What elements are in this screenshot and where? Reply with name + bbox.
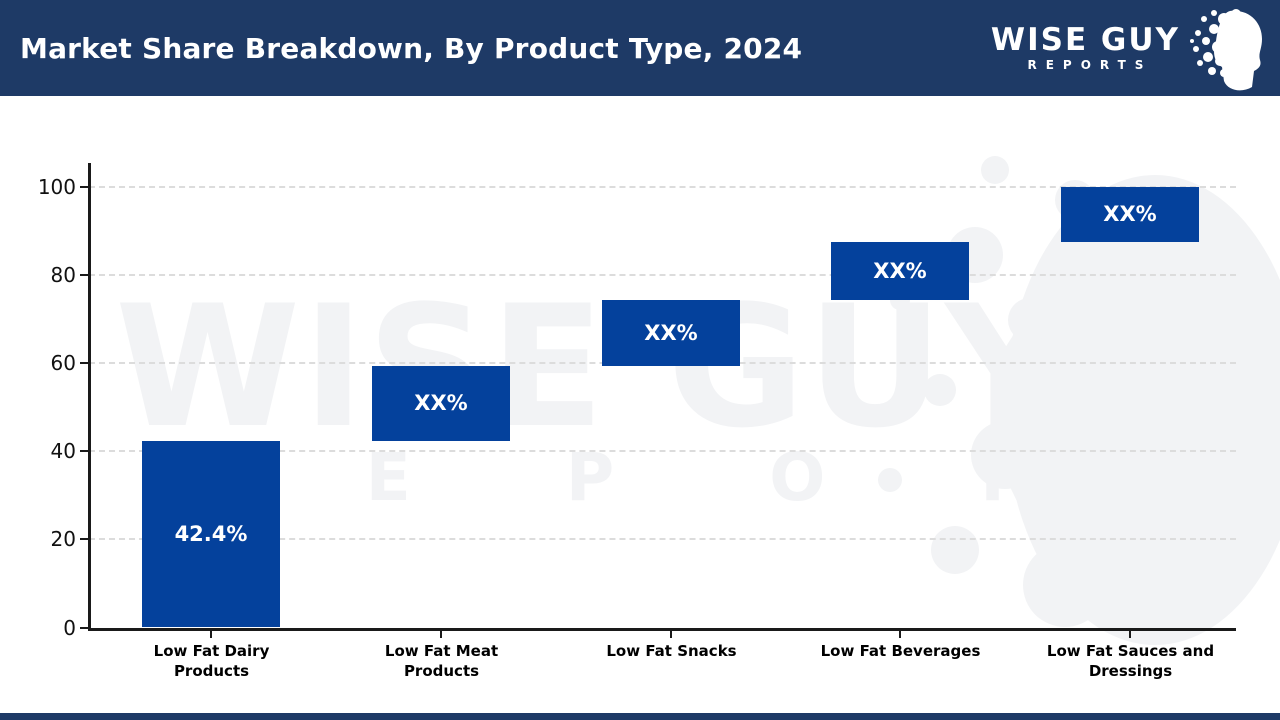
y-tick-label-100: 100: [37, 175, 76, 199]
x-tick-5: [1129, 630, 1131, 638]
bar-5: XX%: [1061, 187, 1199, 242]
bar-value-label-1: 42.4%: [174, 522, 248, 547]
wise-guy-logo: WISE GUY REPORTS: [991, 5, 1280, 91]
bar-2: XX%: [372, 365, 510, 441]
header-bar: Market Share Breakdown, By Product Type,…: [0, 0, 1280, 96]
gridline-20: [89, 538, 1236, 541]
y-tick-label-40: 40: [50, 439, 76, 464]
page-title: Market Share Breakdown, By Product Type,…: [20, 31, 803, 65]
x-tick-3: [670, 630, 672, 638]
x-category-label-4: Low Fat Beverages: [820, 642, 981, 660]
x-category-label-3: Low Fat Snacks: [606, 642, 737, 660]
x-axis-line: [88, 627, 1236, 631]
gridline-40: [89, 450, 1236, 453]
y-tick-20: [80, 538, 88, 541]
x-category-label-1: Low Fat Dairy Products: [153, 642, 270, 681]
x-category-label-5: Low Fat Sauces and Dressings: [1046, 642, 1215, 681]
bar-1: 42.4%: [142, 440, 280, 628]
logo-wordmark: WISE GUY REPORTS: [990, 22, 1180, 72]
bar-3: XX%: [602, 299, 740, 366]
logo-wordmark-line1: WISE GUY: [990, 22, 1180, 58]
gridline-100: [89, 186, 1236, 188]
bar-value-label-5: XX%: [1103, 202, 1157, 227]
y-tick-100: [80, 186, 88, 188]
logo-head-icon: [1190, 9, 1262, 91]
bar-value-label-4: XX%: [873, 258, 927, 283]
x-tick-1: [210, 630, 212, 638]
bar-value-label-3: XX%: [644, 320, 698, 345]
watermark-wordmark: WISE GUY: [115, 269, 1070, 465]
gridline-80: [89, 274, 1236, 277]
bar-4: XX%: [831, 241, 969, 300]
y-tick-label-20: 20: [50, 527, 76, 552]
y-axis-line: [88, 163, 91, 631]
y-tick-label-80: 80: [50, 263, 76, 288]
y-tick-label-0: 0: [63, 615, 76, 640]
logo-wordmark-line2: REPORTS: [1027, 58, 1153, 72]
x-tick-2: [440, 630, 442, 638]
x-category-label-2: Low Fat Meat Products: [384, 642, 499, 681]
footer-bar: [0, 713, 1280, 720]
y-tick-label-60: 60: [50, 351, 76, 376]
bar-value-label-2: XX%: [414, 391, 468, 416]
y-tick-40: [80, 450, 88, 453]
y-tick-60: [80, 362, 88, 365]
x-tick-4: [899, 630, 901, 638]
y-tick-80: [80, 274, 88, 277]
y-tick-0: [80, 626, 88, 629]
